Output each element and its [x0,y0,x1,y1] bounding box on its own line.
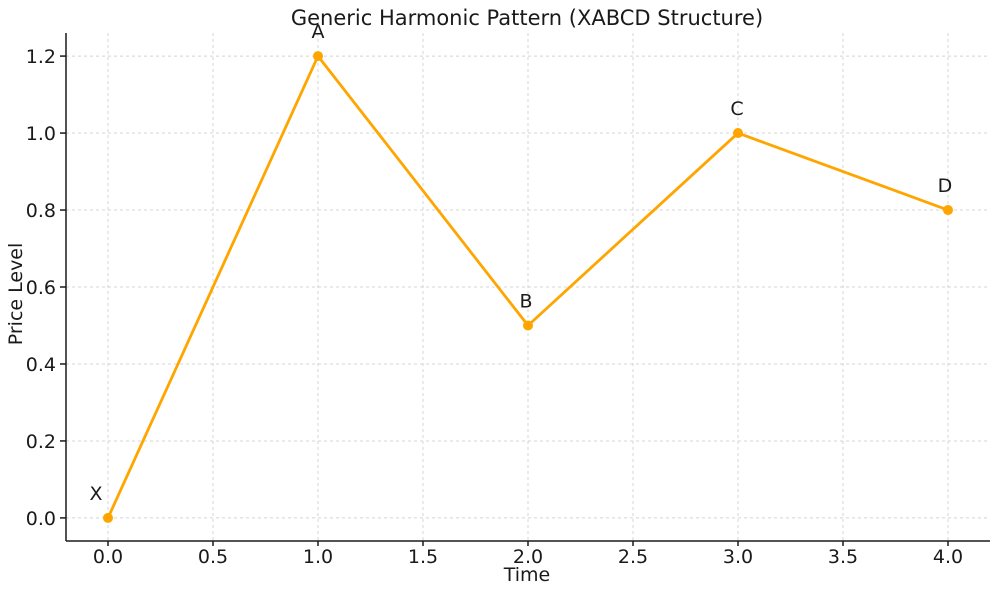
x-tick-label: 0.5 [198,546,228,568]
chart-title: Generic Harmonic Pattern (XABCD Structur… [291,6,763,30]
data-point-C [733,128,743,139]
axes-layer: 0.0 0.5 1.0 1.5 2.0 2.5 3.0 3.5 4.0 0.0 0.2 0.4 0.6 0… [26,33,990,568]
x-tick-label: 3.5 [828,546,858,568]
point-label-C: C [730,98,743,120]
x-axis-label: Time [503,564,551,586]
series-layer [103,51,953,523]
x-tick-label: 1.5 [408,546,438,568]
grid-layer [66,33,990,541]
x-tick-label: 0.0 [93,546,123,568]
point-label-X: X [89,483,102,505]
y-tick-label: 0.8 [26,200,56,222]
y-tick-label: 0.0 [26,508,56,530]
x-tick-label: 2.5 [618,546,648,568]
y-tick-label: 0.2 [26,431,56,453]
point-labels-layer: X A B C D [89,21,952,505]
point-label-B: B [519,290,532,312]
point-label-D: D [938,175,953,197]
x-tick-label: 1.0 [303,546,333,568]
y-axis-label: Price Level [5,243,27,346]
y-tick-label: 1.0 [26,123,56,145]
y-tick-label: 0.6 [26,277,56,299]
data-point-B [523,320,533,331]
data-point-A [313,51,323,62]
y-tick-label: 0.4 [26,354,56,376]
x-tick-label: 4.0 [933,546,963,568]
point-label-A: A [312,21,325,43]
data-point-D [943,205,953,216]
data-point-X [103,512,113,523]
y-tick-label: 1.2 [26,46,56,68]
x-tick-label: 2.0 [513,546,543,568]
x-tick-label: 3.0 [723,546,753,568]
